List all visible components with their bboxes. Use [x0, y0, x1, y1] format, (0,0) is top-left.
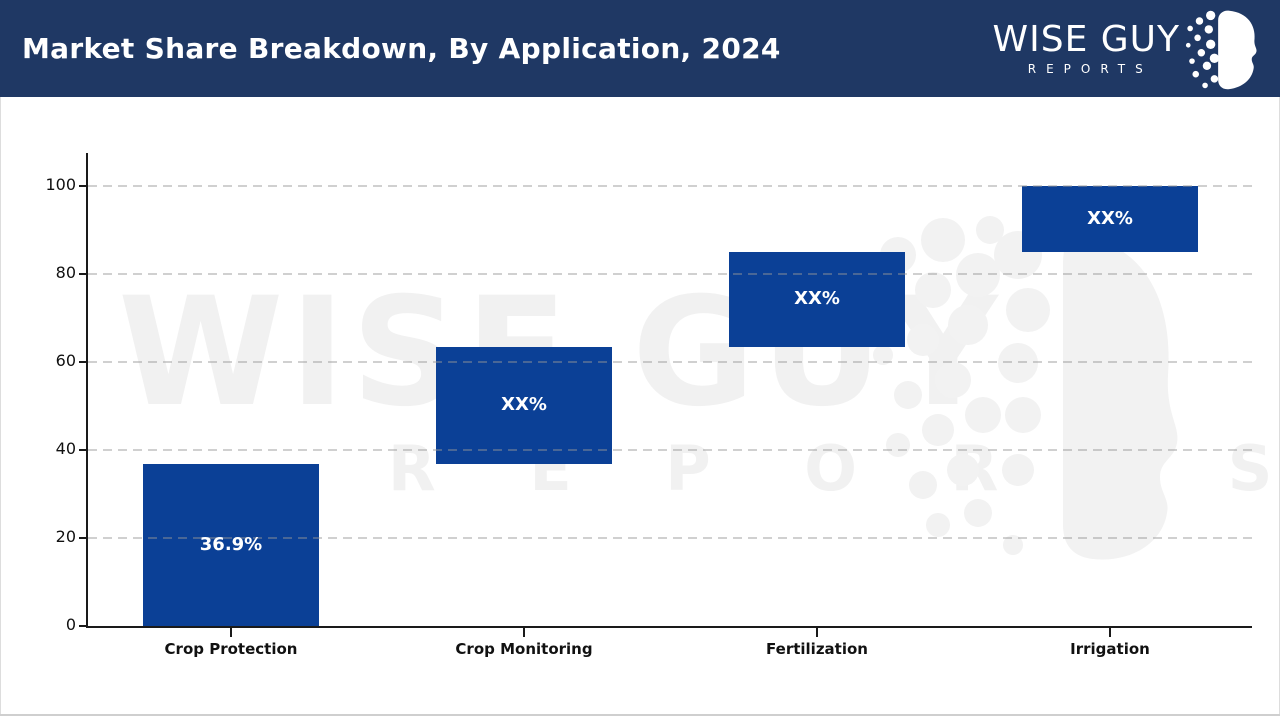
x-category-label: Irrigation — [1070, 640, 1150, 658]
bar-irrigation — [1022, 186, 1198, 252]
gridline-100 — [88, 185, 1252, 187]
gridline-80 — [88, 273, 1252, 275]
y-tick-label-20: 20 — [55, 527, 76, 546]
bar-crop-monitoring — [436, 346, 612, 464]
x-tick-1 — [230, 628, 232, 637]
gridline-40 — [88, 449, 1252, 451]
gridline-60 — [88, 361, 1252, 363]
bar-value-label: 36.9% — [199, 533, 263, 555]
y-tick-100 — [79, 185, 88, 187]
logo-wordmark: WISE GUY — [992, 18, 1180, 60]
bar-fertilization — [729, 252, 905, 347]
y-tick-label-40: 40 — [55, 439, 76, 458]
x-tick-3 — [816, 628, 818, 637]
frame-bottom-border — [0, 714, 1280, 716]
wiseguy-logo: WISE GUY REPORTS — [993, 7, 1259, 91]
y-tick-label-60: 60 — [55, 351, 76, 370]
logo-subtitle: REPORTS — [1027, 61, 1153, 76]
x-tick-2 — [523, 628, 525, 637]
x-axis-line — [86, 626, 1252, 628]
gridline-20 — [88, 537, 1252, 539]
y-tick-label-80: 80 — [55, 263, 76, 282]
y-tick-20 — [79, 537, 88, 539]
y-tick-80 — [79, 273, 88, 275]
y-tick-0 — [79, 625, 88, 627]
watermark-face-icon — [873, 216, 1178, 560]
y-tick-label-0: 0 — [65, 615, 76, 634]
bar-crop-protection — [143, 463, 319, 626]
frame-left-border — [0, 97, 1, 715]
y-tick-40 — [79, 449, 88, 451]
logo-face-icon — [1185, 10, 1257, 89]
y-axis-line — [86, 153, 88, 628]
x-tick-4 — [1109, 628, 1111, 637]
bar-value-label: XX% — [501, 394, 547, 416]
y-tick-label-100: 100 — [45, 175, 76, 194]
bar-value-label: XX% — [1087, 208, 1133, 229]
logo-text: WISE GUY REPORTS — [992, 18, 1181, 76]
bar-value-label: XX% — [794, 288, 840, 310]
x-category-label: Crop Monitoring — [455, 640, 593, 658]
page-title: Market Share Breakdown, By Application, … — [22, 32, 781, 65]
y-tick-60 — [79, 361, 88, 363]
x-category-label: Crop Protection — [164, 640, 298, 658]
header: Market Share Breakdown, By Application, … — [0, 0, 1280, 97]
x-category-label: Fertilization — [766, 640, 868, 658]
